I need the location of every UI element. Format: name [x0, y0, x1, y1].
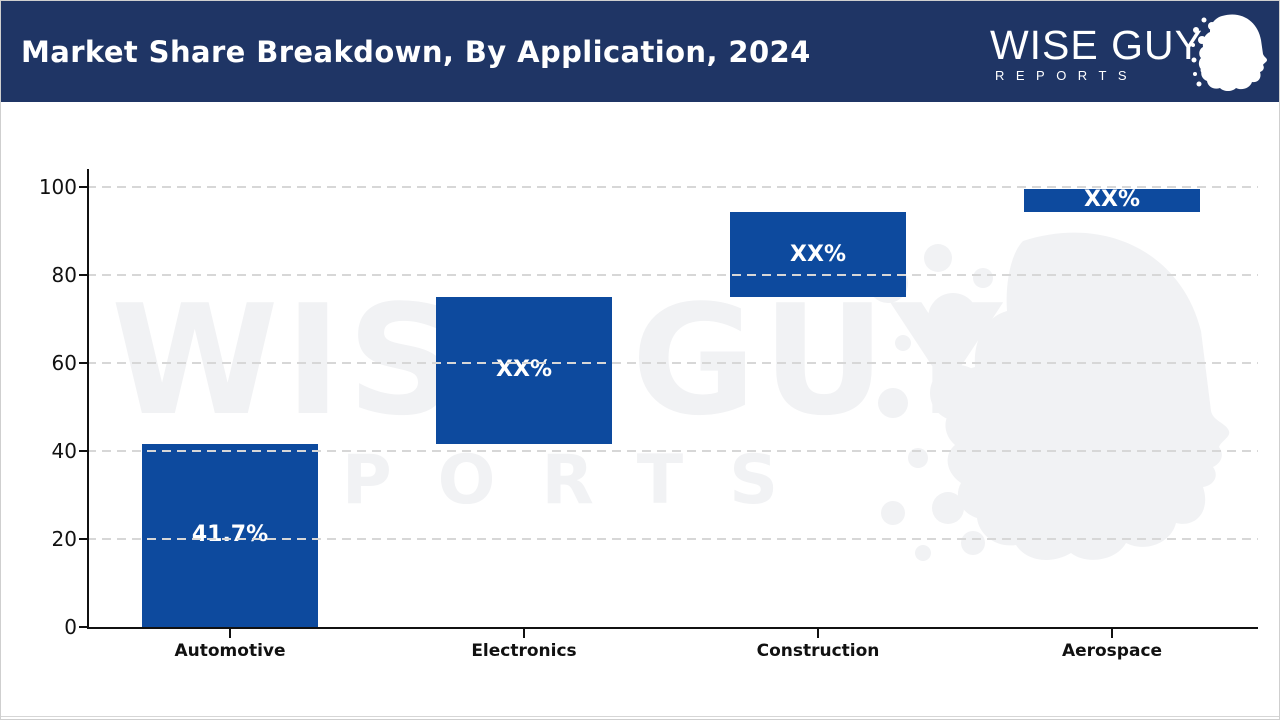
gridline-y20 [87, 538, 1258, 540]
bar-value-label: XX% [496, 357, 552, 383]
y-tick [79, 274, 87, 276]
bar-aerospace: XX% [1024, 187, 1200, 213]
y-tick [79, 538, 87, 540]
y-tick-label: 60 [51, 351, 77, 375]
y-tick-label: 80 [51, 263, 77, 287]
y-tick-label: 100 [38, 175, 77, 199]
bar-electronics: XX% [436, 297, 612, 444]
y-tick-label: 0 [64, 615, 77, 639]
x-tick [1111, 629, 1113, 638]
brand-logo-name: WISE GUY [989, 21, 1203, 68]
brand-logo-subtitle: REPORTS [994, 68, 1139, 84]
x-axis-line [87, 627, 1258, 629]
gridline-y40 [87, 450, 1258, 452]
x-tick [523, 629, 525, 638]
brand-face-icon [1191, 14, 1267, 91]
y-tick-label: 40 [51, 439, 77, 463]
x-tick-label-automotive: Automotive [174, 641, 286, 661]
chart-title: Market Share Breakdown, By Application, … [21, 34, 811, 69]
x-tick-label-aerospace: Aerospace [1061, 641, 1163, 661]
watermark-face-icon [868, 232, 1230, 561]
gridline-y80 [87, 274, 1258, 276]
y-tick [79, 626, 87, 628]
bar-value-label: 41.7% [191, 522, 269, 548]
bar-value-label: XX% [790, 241, 846, 267]
x-tick-label-construction: Construction [756, 641, 880, 661]
x-tick [229, 629, 231, 638]
x-tick [817, 629, 819, 638]
gridline-y60 [87, 362, 1258, 364]
bottom-border-line [1, 716, 1279, 717]
bar-value-label: XX% [1084, 187, 1140, 213]
brand-logo-text: WISE GUY REPORTS [989, 21, 1203, 84]
y-tick [79, 450, 87, 452]
header-band: Market Share Breakdown, By Application, … [1, 1, 1279, 102]
y-tick [79, 186, 87, 188]
y-tick-label: 20 [51, 527, 77, 551]
brand-logo: WISE GUY REPORTS [990, 11, 1267, 95]
y-tick [79, 362, 87, 364]
gridline-y100 [87, 186, 1258, 188]
bar-construction: XX% [730, 212, 906, 297]
x-tick-label-electronics: Electronics [471, 641, 577, 661]
bar-automotive: 41.7% [142, 443, 318, 627]
y-axis-line [87, 169, 89, 629]
